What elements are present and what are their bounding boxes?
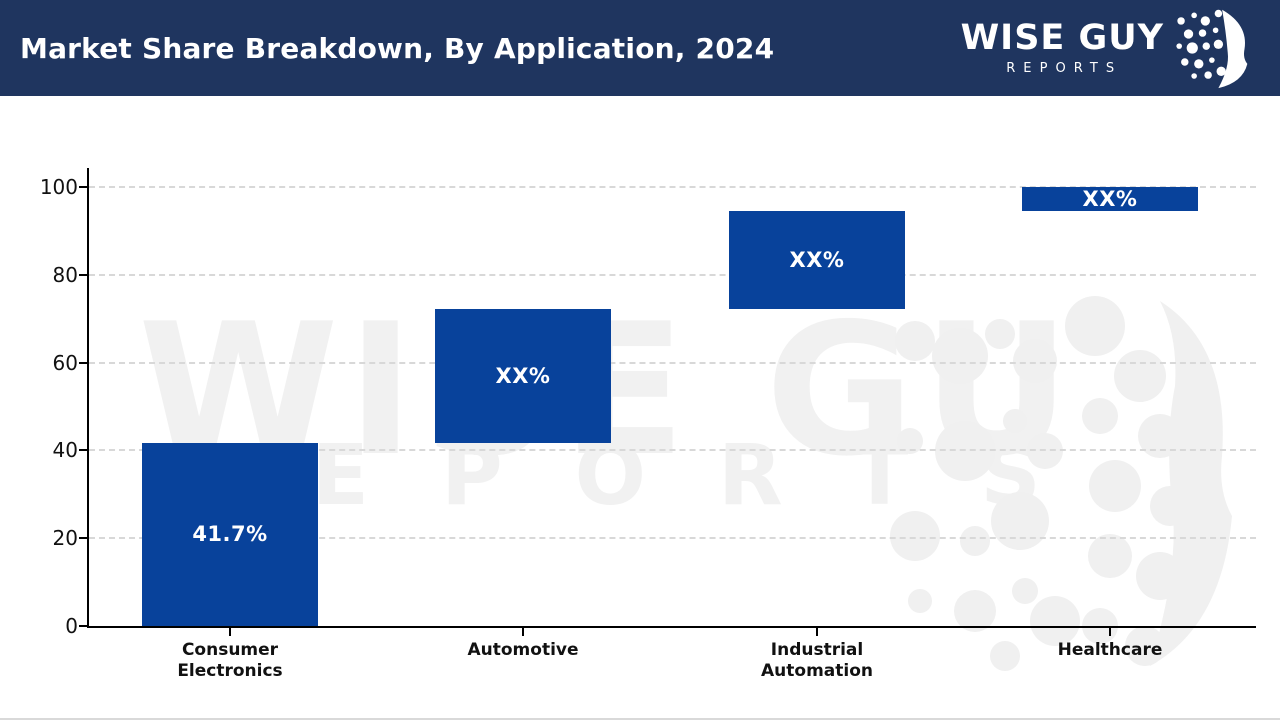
bar-segment: XX%: [435, 309, 611, 443]
x-tick: [229, 628, 231, 636]
y-tick-100: [79, 186, 87, 188]
x-tick: [816, 628, 818, 636]
brand-text: WISE GUY REPORTS: [960, 18, 1164, 76]
bar-segment: XX%: [729, 211, 905, 310]
y-tick-40: [79, 449, 87, 452]
y-tick-label-20: 20: [52, 526, 78, 551]
x-tick-label: Healthcare: [1057, 640, 1163, 660]
x-tick-label: Industrial Automation: [761, 640, 873, 682]
bar-value-label: XX%: [789, 248, 845, 273]
bar-segment: XX%: [1022, 187, 1198, 212]
x-tick: [522, 628, 524, 636]
bar-value-label: XX%: [495, 363, 551, 388]
bar-value-label: XX%: [1082, 187, 1138, 212]
y-tick-0: [79, 625, 87, 627]
x-tick-label: Automotive: [467, 640, 579, 660]
y-tick-label-100: 100: [39, 175, 78, 199]
x-tick: [1109, 628, 1111, 636]
logo-wordmark: WISE GUY: [960, 18, 1164, 58]
logo-face-icon: [1176, 9, 1248, 89]
gridline-100: [89, 186, 1256, 188]
x-tick-label: Consumer Electronics: [177, 640, 283, 682]
gridline-60: [89, 361, 1256, 364]
y-tick-label-40: 40: [52, 438, 78, 463]
y-tick-80: [79, 273, 87, 276]
brand-logo: WISE GUY REPORTS: [961, 6, 1252, 90]
y-axis-spine: [87, 168, 89, 628]
y-tick-label-60: 60: [52, 350, 78, 375]
gridline-20: [89, 537, 1256, 540]
header: Market Share Breakdown, By Application, …: [0, 0, 1280, 96]
logo-subtext: REPORTS: [1006, 61, 1123, 76]
y-tick-label-80: 80: [52, 262, 78, 287]
y-tick-60: [79, 361, 87, 364]
y-tick-20: [79, 537, 87, 540]
x-axis-spine: [87, 626, 1256, 628]
gridline-40: [89, 449, 1256, 452]
gridline-80: [89, 273, 1256, 276]
bar-value-label: 41.7%: [192, 522, 268, 547]
bar-segment: 41.7%: [142, 442, 318, 626]
y-tick-label-0: 0: [65, 614, 78, 638]
page-title: Market Share Breakdown, By Application, …: [20, 31, 775, 65]
